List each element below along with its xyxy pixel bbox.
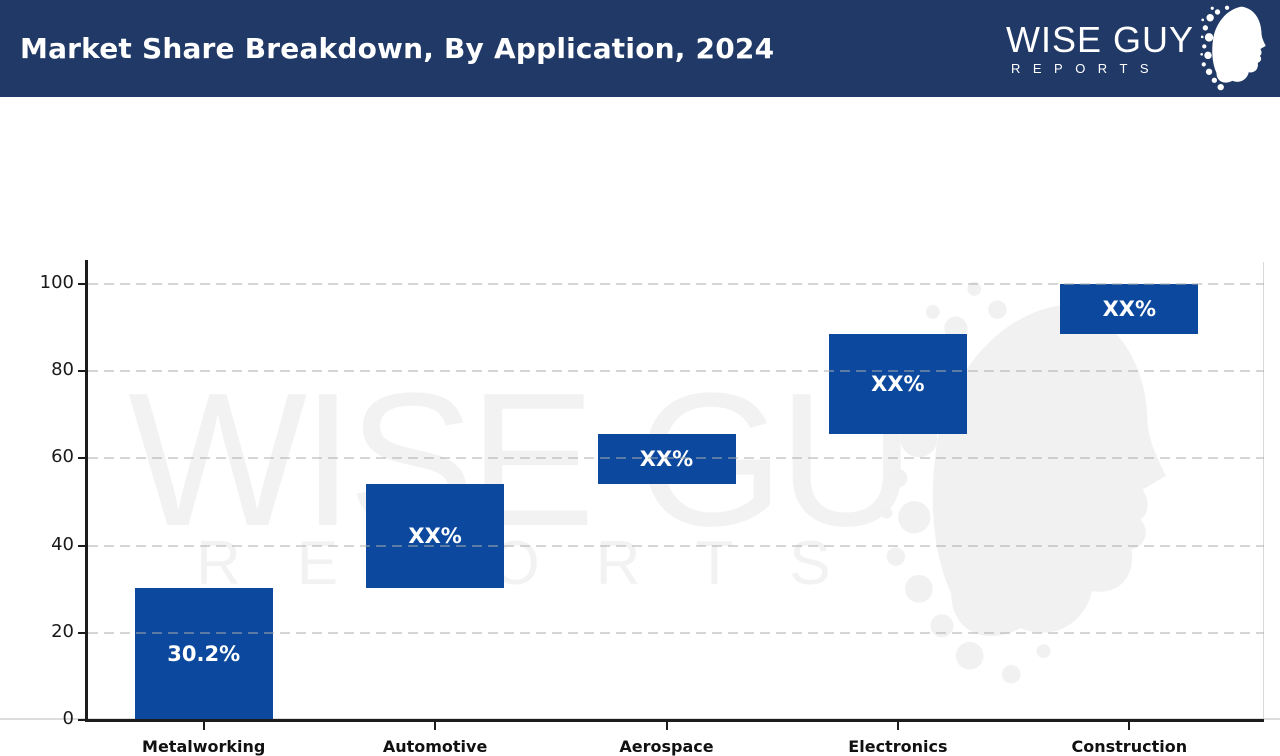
y-tick-label: 20 xyxy=(51,620,74,642)
bar-value-label: XX% xyxy=(1102,296,1157,321)
y-tick-100 xyxy=(78,282,86,285)
y-tick-80 xyxy=(78,370,86,373)
watermark-face-icon xyxy=(882,281,1166,684)
logo-wordmark-line1: WISE GUY xyxy=(1005,19,1194,60)
bar-aerospace: XX% xyxy=(597,434,736,485)
x-category-label: Automotive xyxy=(382,737,488,756)
x-tick-metalworking xyxy=(202,722,205,730)
page-title: Market Share Breakdown, By Application, … xyxy=(20,32,775,65)
x-tick-aerospace xyxy=(665,722,668,730)
plot-right-border xyxy=(1263,262,1264,720)
x-category-label: Construction xyxy=(1071,737,1188,756)
x-tick-construction xyxy=(1128,722,1131,730)
y-tick-label: 100 xyxy=(39,271,74,293)
watermark-wordmark-line2: REPORTS xyxy=(196,529,887,598)
bar-value-label: 30.2% xyxy=(167,642,241,667)
bar-value-label: XX% xyxy=(639,447,694,472)
x-category-label: Aerospace xyxy=(619,737,714,756)
y-tick-label: 80 xyxy=(51,359,74,381)
x-axis-line xyxy=(85,719,1264,722)
y-tick-0 xyxy=(78,719,86,721)
chart-area: WISE GUY REPORTS 30.2% XX% XX% XX% XX% 0 20 40… xyxy=(0,97,1280,756)
y-tick-label: 0 xyxy=(62,708,74,729)
logo-wordmark-line2: REPORTS xyxy=(1010,61,1162,76)
y-axis-line xyxy=(85,260,88,722)
bar-value-label: XX% xyxy=(408,524,462,549)
y-tick-label: 60 xyxy=(51,446,74,468)
logo-face-icon xyxy=(1200,5,1266,91)
gridline-20 xyxy=(88,631,1264,634)
bar-value-label: XX% xyxy=(871,372,925,397)
plot-area: 30.2% XX% XX% XX% XX% xyxy=(88,262,1245,720)
brand-logo: WISE GUY REPORTS xyxy=(1006,4,1274,94)
gridline-40 xyxy=(88,544,1264,547)
y-tick-40 xyxy=(78,544,86,547)
x-tick-automotive xyxy=(434,722,437,730)
y-tick-20 xyxy=(78,631,86,634)
logo-wordmark: WISE GUY REPORTS xyxy=(1005,19,1194,77)
bar-metalworking: 30.2% xyxy=(134,588,273,720)
bar-automotive: XX% xyxy=(366,484,505,589)
gridline-100 xyxy=(88,282,1264,285)
y-tick-60 xyxy=(78,457,86,460)
header-bar: Market Share Breakdown, By Application, … xyxy=(0,0,1280,97)
x-category-label: Electronics xyxy=(848,737,948,756)
gridline-80 xyxy=(88,370,1264,373)
gridline-60 xyxy=(88,457,1264,460)
x-tick-electronics xyxy=(896,722,899,730)
bar-construction: XX% xyxy=(1060,283,1199,334)
x-category-label: Metalworking xyxy=(142,737,266,756)
bar-electronics: XX% xyxy=(828,333,967,435)
y-tick-label: 40 xyxy=(51,533,74,555)
